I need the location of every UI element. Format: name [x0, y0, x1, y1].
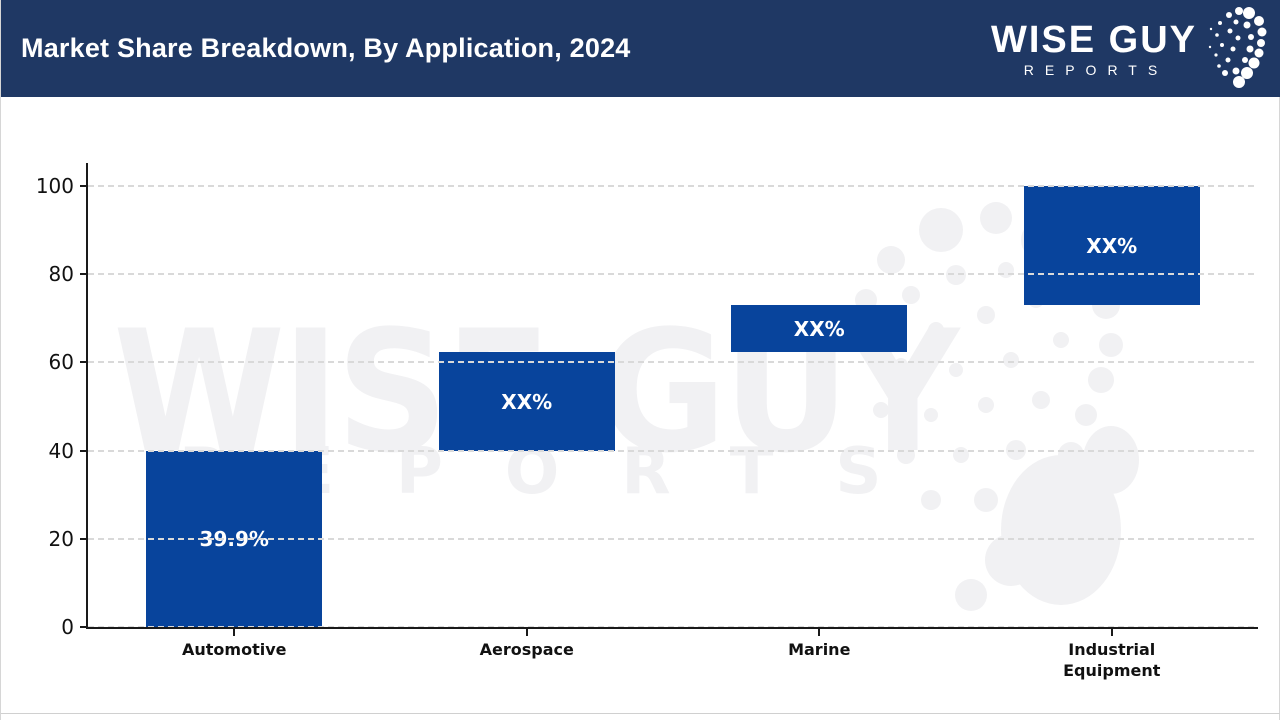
y-tick-mark — [80, 537, 88, 540]
x-category-label: Industrial Equipment — [1063, 640, 1161, 680]
bar-value-label: XX% — [793, 316, 845, 341]
x-category-label: Aerospace — [479, 640, 574, 659]
y-axis-line — [86, 163, 88, 629]
y-tick-label: 0 — [61, 615, 74, 639]
x-tick-mark — [818, 629, 821, 636]
y-tick-label: 80 — [48, 262, 74, 287]
y-tick-mark — [80, 449, 88, 452]
page-title: Market Share Breakdown, By Application, … — [21, 33, 631, 63]
y-tick-mark — [80, 361, 88, 364]
x-category-label: Automotive — [182, 640, 287, 659]
page-frame-line — [1, 713, 1280, 714]
x-tick-mark — [525, 629, 528, 636]
wise-guy-reports-logo: WISE GUY REPORTS — [991, 5, 1280, 93]
y-tick-label: 100 — [35, 174, 74, 198]
x-tick-mark — [1110, 629, 1113, 636]
bar-industrial-equipment: XX% — [1023, 186, 1200, 306]
bar-value-label: XX% — [501, 389, 553, 414]
y-tick-mark — [80, 273, 88, 276]
x-category-label: Marine — [788, 640, 851, 659]
y-tick-mark — [80, 626, 88, 628]
bar-value-label: XX% — [1086, 233, 1138, 258]
gridline-80 — [88, 273, 1258, 276]
logo-wordmark: WISE GUY — [990, 18, 1197, 61]
bar-marine: XX% — [731, 305, 908, 353]
x-axis-line — [86, 627, 1258, 629]
x-tick-mark — [233, 629, 236, 636]
gridline-60 — [88, 361, 1258, 364]
gridline-100 — [88, 185, 1258, 187]
logo-subtitle: REPORTS — [1023, 61, 1169, 78]
logo-text: WISE GUY REPORTS — [991, 21, 1197, 77]
y-tick-label: 20 — [48, 526, 74, 551]
bar-aerospace: XX% — [438, 352, 615, 452]
y-tick-mark — [80, 185, 88, 187]
header-bar: Market Share Breakdown, By Application, … — [1, 0, 1280, 97]
y-tick-label: 60 — [48, 350, 74, 375]
dotted-face-icon — [1203, 5, 1267, 93]
gridline-40 — [88, 449, 1258, 452]
market-share-chart: 0 20 40 60 80 100 39.9% XX% XX% XX% Automotive Aero… — [1, 97, 1280, 713]
y-tick-label: 40 — [48, 438, 74, 463]
gridline-20 — [88, 537, 1258, 540]
